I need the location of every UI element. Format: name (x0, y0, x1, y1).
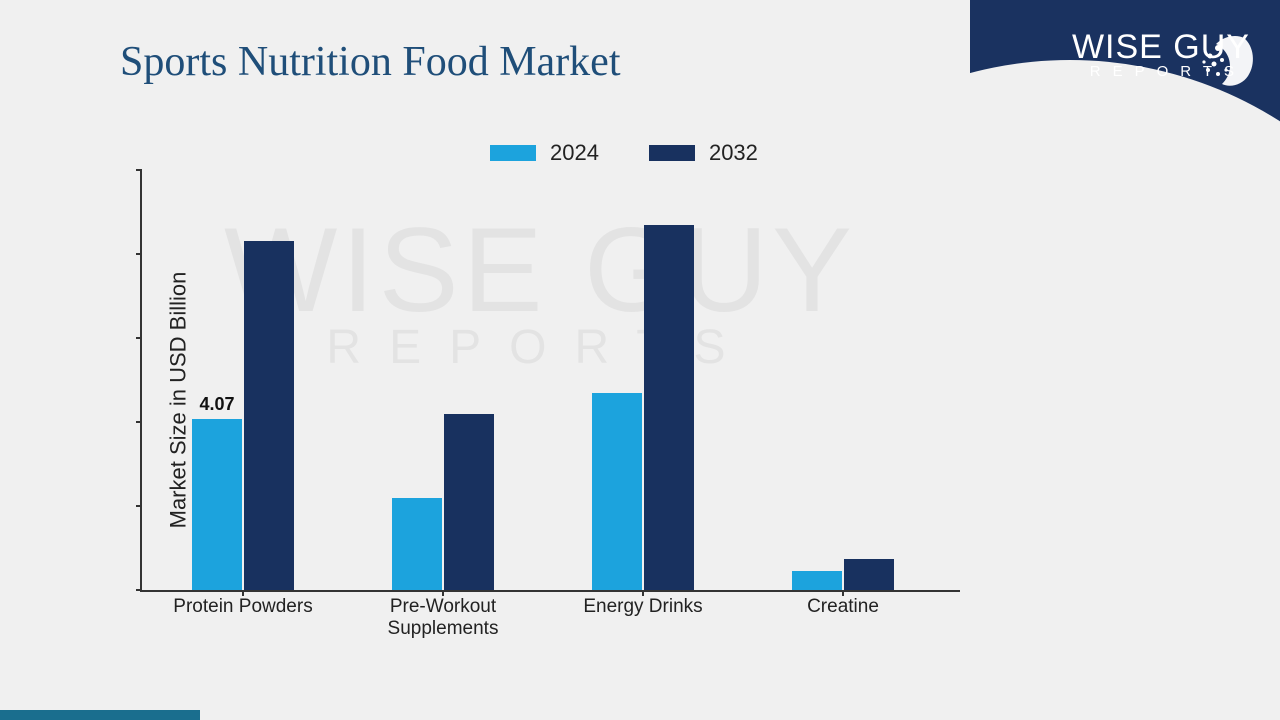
y-tick (136, 253, 142, 255)
bar-value-label: 4.07 (199, 394, 234, 415)
legend-item-2032: 2032 (649, 140, 758, 166)
legend-swatch-2024 (490, 145, 536, 161)
legend-label-2032: 2032 (709, 140, 758, 166)
plot-area: 4.07Protein PowdersPre-Workout Supplemen… (140, 170, 960, 592)
legend-item-2024: 2024 (490, 140, 599, 166)
category-label: Protein Powders (158, 596, 328, 618)
bar-2032 (844, 559, 894, 591)
legend: 2024 2032 (490, 140, 758, 166)
category-label: Pre-Workout Supplements (358, 596, 528, 640)
y-tick (136, 589, 142, 591)
legend-label-2024: 2024 (550, 140, 599, 166)
y-tick (136, 169, 142, 171)
canvas: Sports Nutrition Food Market WISE GUY RE… (0, 0, 1280, 720)
bar-2024 (592, 393, 642, 590)
bar-2032 (644, 225, 694, 590)
bottom-accent-bar (0, 710, 200, 720)
chart-area: Market Size in USD Billion 4.07Protein P… (80, 170, 960, 630)
category-label: Creatine (758, 596, 928, 618)
category-label: Energy Drinks (558, 596, 728, 618)
head-icon (1196, 30, 1256, 90)
bar-2024 (392, 498, 442, 590)
y-tick (136, 337, 142, 339)
legend-swatch-2032 (649, 145, 695, 161)
chart-title: Sports Nutrition Food Market (120, 38, 621, 86)
bar-2024 (792, 571, 842, 590)
bar-2032 (444, 414, 494, 590)
bar-2032 (244, 241, 294, 590)
y-tick (136, 505, 142, 507)
y-tick (136, 421, 142, 423)
brand-logo: WISE GUY REPORTS (1072, 28, 1250, 80)
bar-2024 (192, 419, 242, 590)
